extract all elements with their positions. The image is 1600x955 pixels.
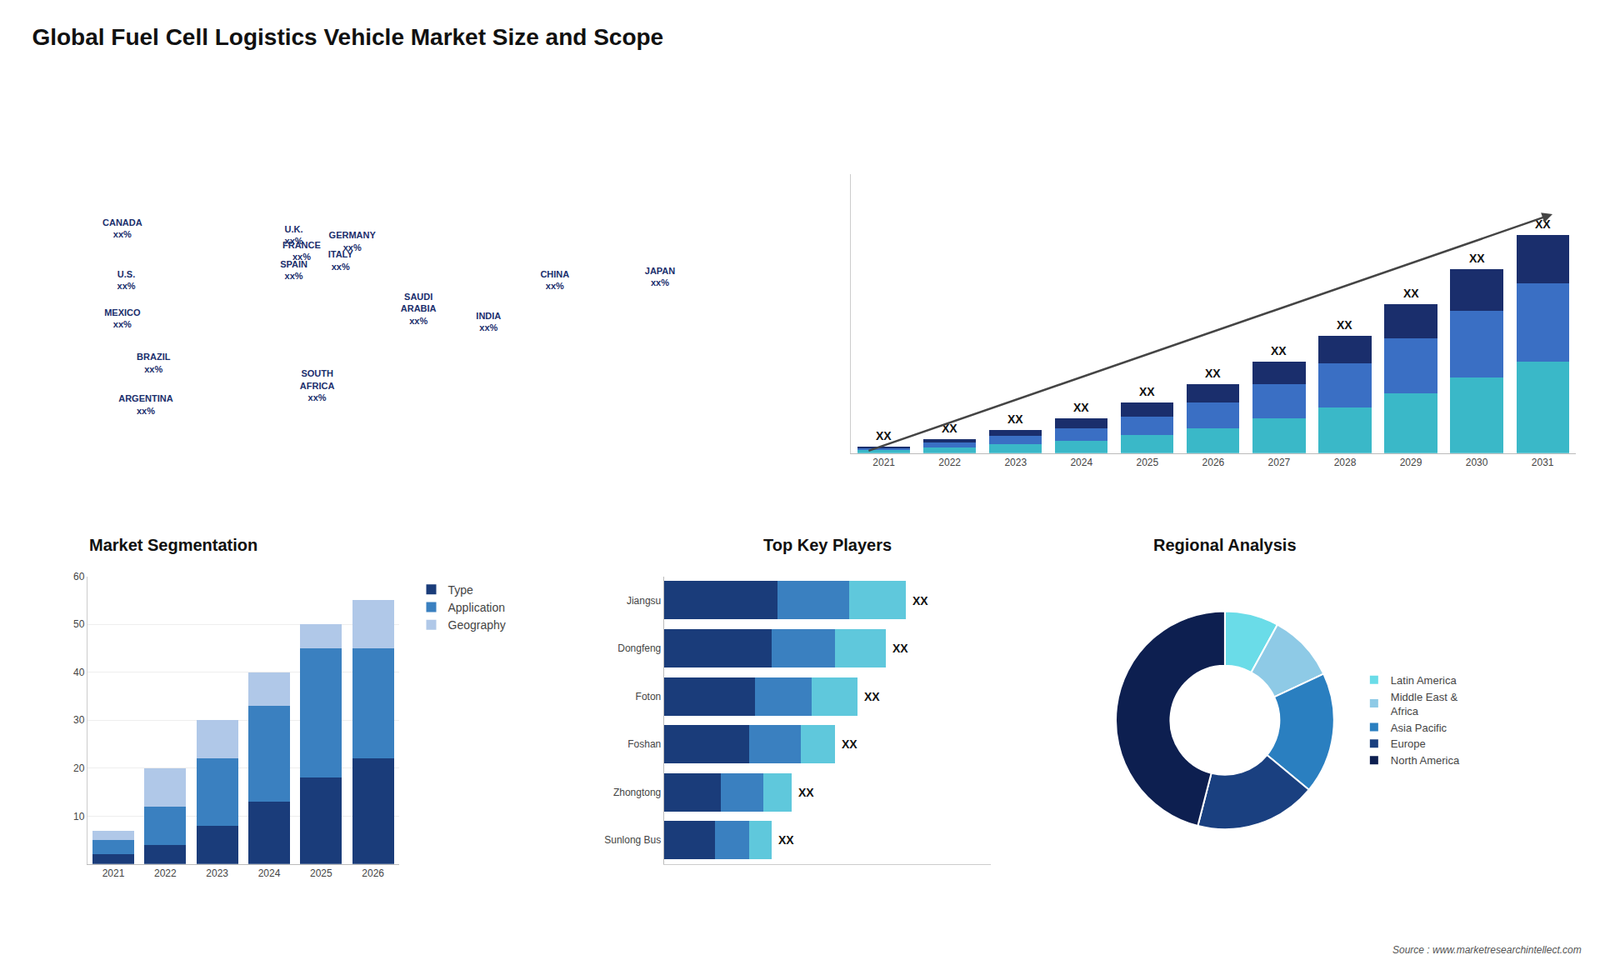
svg-text:XX: XX: [1403, 286, 1420, 300]
svg-text:MEXICOxx%: MEXICOxx%: [104, 307, 141, 330]
svg-text:ARGENTINAxx%: ARGENTINAxx%: [118, 394, 173, 416]
svg-text:2023: 2023: [205, 867, 229, 880]
svg-text:CHINAxx%: CHINAxx%: [540, 269, 570, 291]
svg-text:SAUDIARABIAxx%: SAUDIARABIAxx%: [400, 291, 437, 326]
svg-text:2027: 2027: [1268, 456, 1291, 469]
svg-text:North America: North America: [1390, 754, 1460, 767]
svg-text:GERMANYxx%: GERMANYxx%: [329, 230, 377, 252]
svg-text:2023: 2023: [1004, 456, 1027, 469]
svg-text:Jiangsu: Jiangsu: [626, 595, 661, 607]
svg-text:XX: XX: [892, 641, 909, 655]
svg-text:30: 30: [73, 714, 85, 726]
svg-text:Latin America: Latin America: [1390, 674, 1458, 687]
svg-text:XX: XX: [941, 421, 958, 435]
svg-text:2025: 2025: [1135, 456, 1159, 469]
svg-text:2022: 2022: [938, 456, 961, 469]
svg-text:Market Segmentation: Market Segmentation: [89, 535, 258, 555]
svg-text:XX: XX: [778, 833, 795, 847]
svg-text:U.S.xx%: U.S.xx%: [117, 269, 136, 291]
svg-text:FRANCExx%: FRANCExx%: [282, 240, 321, 262]
svg-text:XX: XX: [875, 429, 892, 443]
svg-text:60: 60: [73, 570, 85, 583]
svg-text:XX: XX: [912, 594, 929, 608]
svg-text:Regional Analysis: Regional Analysis: [1153, 535, 1297, 555]
svg-text:XX: XX: [1073, 400, 1090, 415]
svg-text:2025: 2025: [310, 867, 333, 880]
svg-text:XX: XX: [1336, 318, 1353, 332]
svg-text:XX: XX: [841, 737, 858, 751]
svg-text:SPAINxx%: SPAINxx%: [280, 259, 308, 281]
svg-text:XX: XX: [1139, 385, 1155, 399]
svg-text:2026: 2026: [361, 867, 385, 880]
svg-text:Top Key Players: Top Key Players: [763, 535, 892, 555]
svg-text:Middle East &Africa: Middle East &Africa: [1390, 690, 1459, 718]
svg-text:SOUTHAFRICAxx%: SOUTHAFRICAxx%: [300, 368, 335, 403]
svg-text:BRAZILxx%: BRAZILxx%: [136, 352, 171, 375]
svg-text:2029: 2029: [1400, 456, 1423, 469]
svg-text:XX: XX: [1270, 344, 1287, 358]
svg-text:Type: Type: [448, 583, 475, 597]
svg-text:2022: 2022: [154, 867, 177, 880]
svg-text:XX: XX: [864, 690, 880, 704]
svg-text:XX: XX: [1205, 366, 1221, 380]
svg-text:2030: 2030: [1465, 456, 1489, 469]
svg-text:50: 50: [73, 618, 85, 630]
svg-text:10: 10: [73, 810, 85, 823]
svg-text:Geography: Geography: [448, 618, 506, 632]
svg-text:INDIAxx%: INDIAxx%: [475, 310, 501, 333]
svg-text:JAPANxx%: JAPANxx%: [645, 265, 676, 288]
svg-text:2024: 2024: [1070, 456, 1093, 469]
svg-text:XX: XX: [1469, 251, 1485, 265]
svg-text:CANADAxx%: CANADAxx%: [102, 217, 143, 240]
svg-text:Asia Pacific: Asia Pacific: [1390, 721, 1448, 735]
svg-text:XX: XX: [798, 785, 815, 800]
svg-text:Zhongtong: Zhongtong: [613, 786, 661, 799]
svg-text:Europe: Europe: [1390, 737, 1426, 750]
svg-text:XX: XX: [1007, 412, 1024, 426]
svg-text:Foton: Foton: [635, 690, 662, 703]
svg-text:ITALYxx%: ITALYxx%: [328, 249, 355, 271]
svg-text:Dongfeng: Dongfeng: [617, 642, 661, 655]
svg-text:U.K.xx%: U.K.xx%: [285, 224, 304, 246]
svg-text:20: 20: [73, 762, 85, 775]
svg-text:Global Fuel Cell Logistics Veh: Global Fuel Cell Logistics Vehicle Marke…: [31, 24, 664, 50]
svg-text:2028: 2028: [1334, 456, 1357, 469]
svg-text:XX: XX: [1535, 217, 1551, 231]
svg-text:2024: 2024: [258, 867, 281, 880]
svg-text:2021: 2021: [102, 867, 125, 880]
svg-text:Source : www.marketresearchint: Source : www.marketresearchintellect.com: [1392, 944, 1582, 955]
svg-text:2026: 2026: [1202, 456, 1225, 469]
svg-text:2021: 2021: [872, 456, 895, 469]
svg-text:Foshan: Foshan: [627, 738, 661, 750]
svg-text:Application: Application: [448, 600, 506, 615]
svg-text:2031: 2031: [1531, 456, 1555, 469]
svg-text:40: 40: [73, 666, 85, 679]
svg-text:Sunlong Bus: Sunlong Bus: [604, 834, 661, 846]
